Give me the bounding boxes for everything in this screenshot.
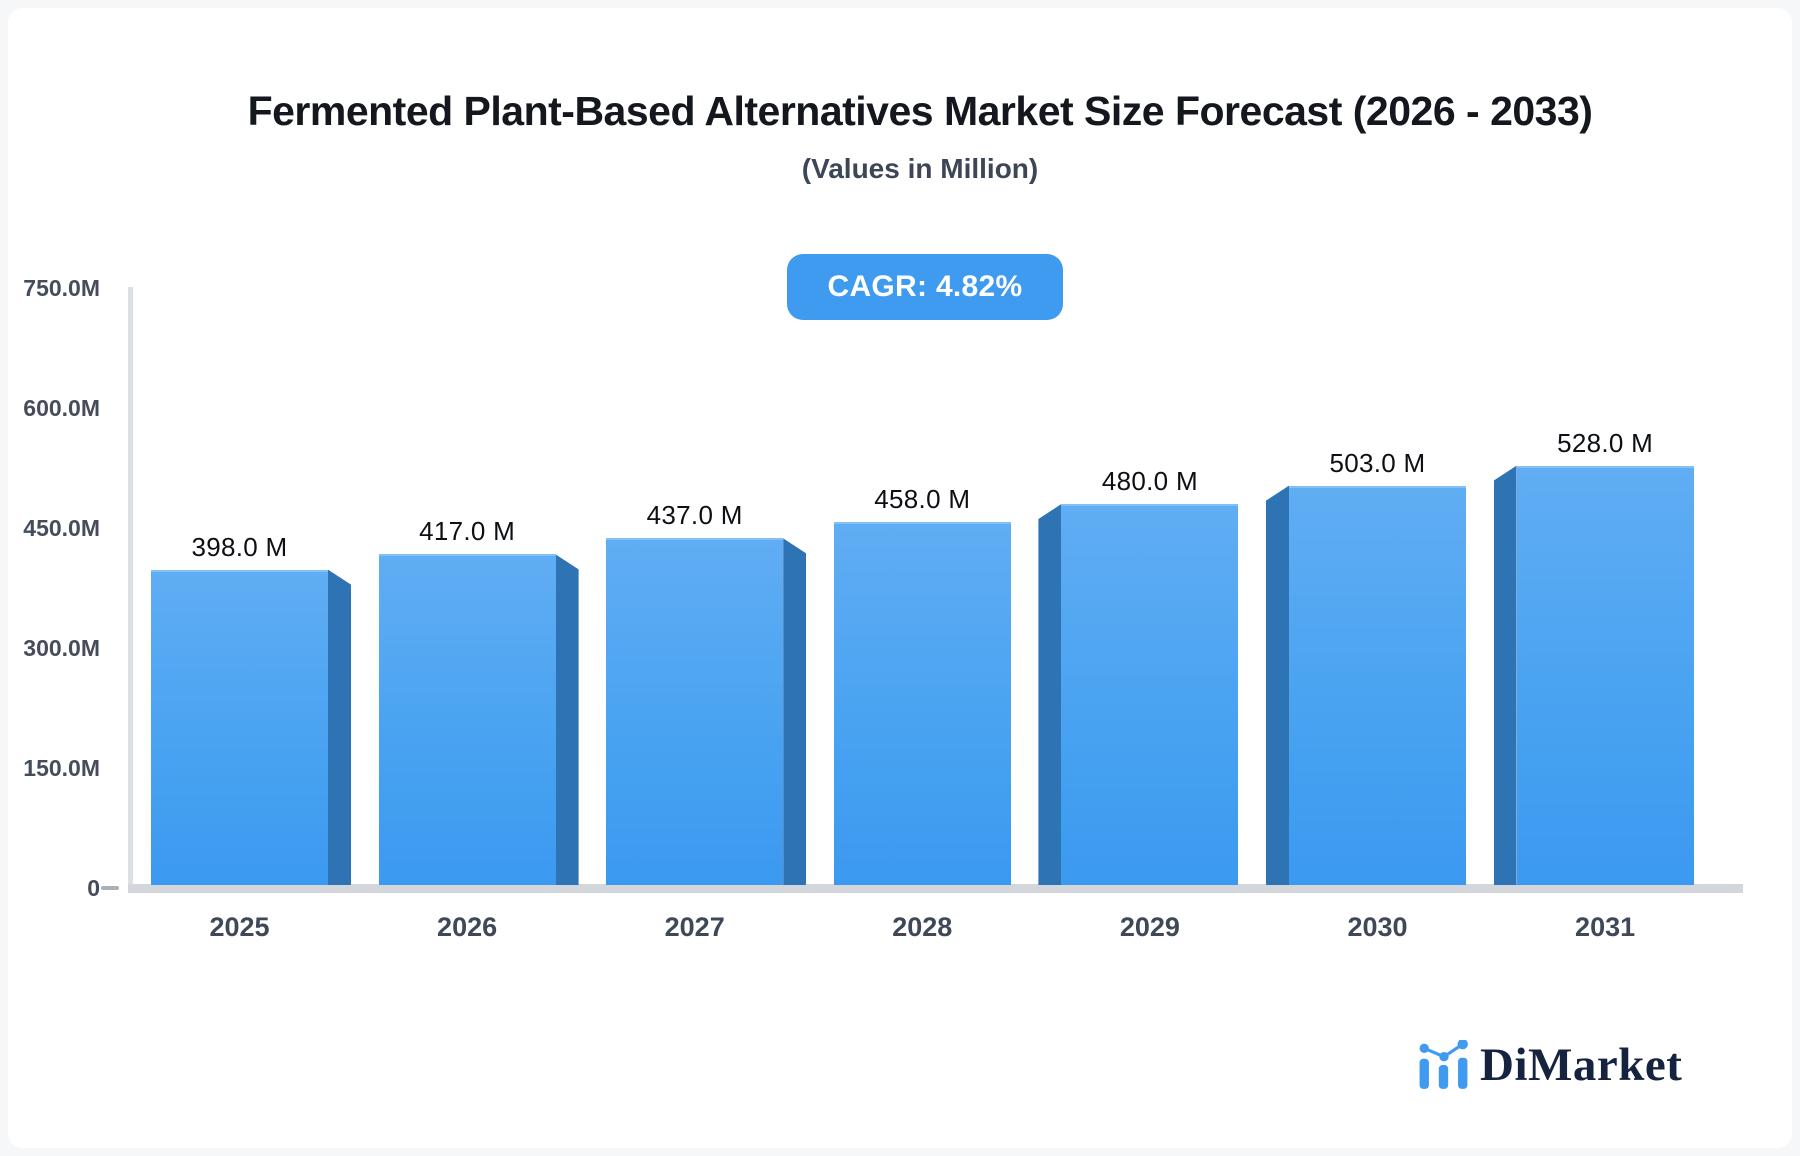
bar-side-face-2031 <box>1493 465 1517 885</box>
chart-title: Fermented Plant-Based Alternatives Marke… <box>247 88 1593 134</box>
x-axis-label-2028: 2028 <box>892 912 953 942</box>
bar-value-label-2029: 480.0 M <box>1101 466 1198 496</box>
bar-2025[interactable] <box>151 569 328 885</box>
zero-tick-mark <box>101 886 119 890</box>
bar-value-label-2026: 417.0 M <box>419 516 516 547</box>
chart-header: Fermented Plant-Based Alternatives Marke… <box>20 88 1800 185</box>
y-tick-label-0: 0 <box>87 875 100 901</box>
y-tick-label-450.0M: 450.0M <box>23 515 100 541</box>
cagr-badge: CAGR: 4.82% <box>787 254 1063 320</box>
x-axis-label-2030: 2030 <box>1347 912 1408 942</box>
bar-2030[interactable] <box>1289 485 1466 885</box>
x-axis-label-2031: 2031 <box>1575 912 1636 942</box>
bar-side-face-2030 <box>1266 485 1289 885</box>
bar-chart-logo-icon <box>1419 1040 1468 1089</box>
bar-value-label-2030: 503.0 M <box>1329 447 1426 478</box>
x-axis-label-2027: 2027 <box>664 912 725 942</box>
bar-2029[interactable] <box>1061 504 1239 885</box>
bar-2028[interactable] <box>833 521 1011 885</box>
y-tick-label-600.0M: 600.0M <box>23 395 100 421</box>
bar-side-face-2029 <box>1038 504 1062 885</box>
x-axis-label-2026: 2026 <box>437 912 498 942</box>
y-axis-line <box>128 287 133 888</box>
bar-value-label-2028: 458.0 M <box>874 483 971 514</box>
bar-value-label-2031: 528.0 M <box>1557 427 1654 458</box>
bar-side-face-2026 <box>555 554 579 885</box>
bar-side-face-2025 <box>328 569 351 885</box>
dimarket-logo: DiMarket <box>1418 1040 1682 1090</box>
bar-2027[interactable] <box>606 538 784 885</box>
bar-value-label-2027: 437.0 M <box>646 500 743 531</box>
y-tick-label-750.0M: 750.0M <box>23 275 100 301</box>
bar-value-label-2025: 398.0 M <box>191 531 288 562</box>
logo-wordmark: DiMarket <box>1480 1039 1683 1091</box>
x-axis-label-2025: 2025 <box>209 912 270 942</box>
x-axis-baseline <box>128 884 1743 893</box>
bar-2026[interactable] <box>378 554 556 885</box>
bar-2031[interactable] <box>1516 465 1694 885</box>
x-axis-label-2029: 2029 <box>1119 912 1180 942</box>
y-tick-label-150.0M: 150.0M <box>23 755 100 781</box>
chart-subtitle: (Values in Million) <box>801 153 1039 184</box>
bar-side-face-2027 <box>783 538 807 885</box>
y-tick-label-300.0M: 300.0M <box>23 635 100 661</box>
